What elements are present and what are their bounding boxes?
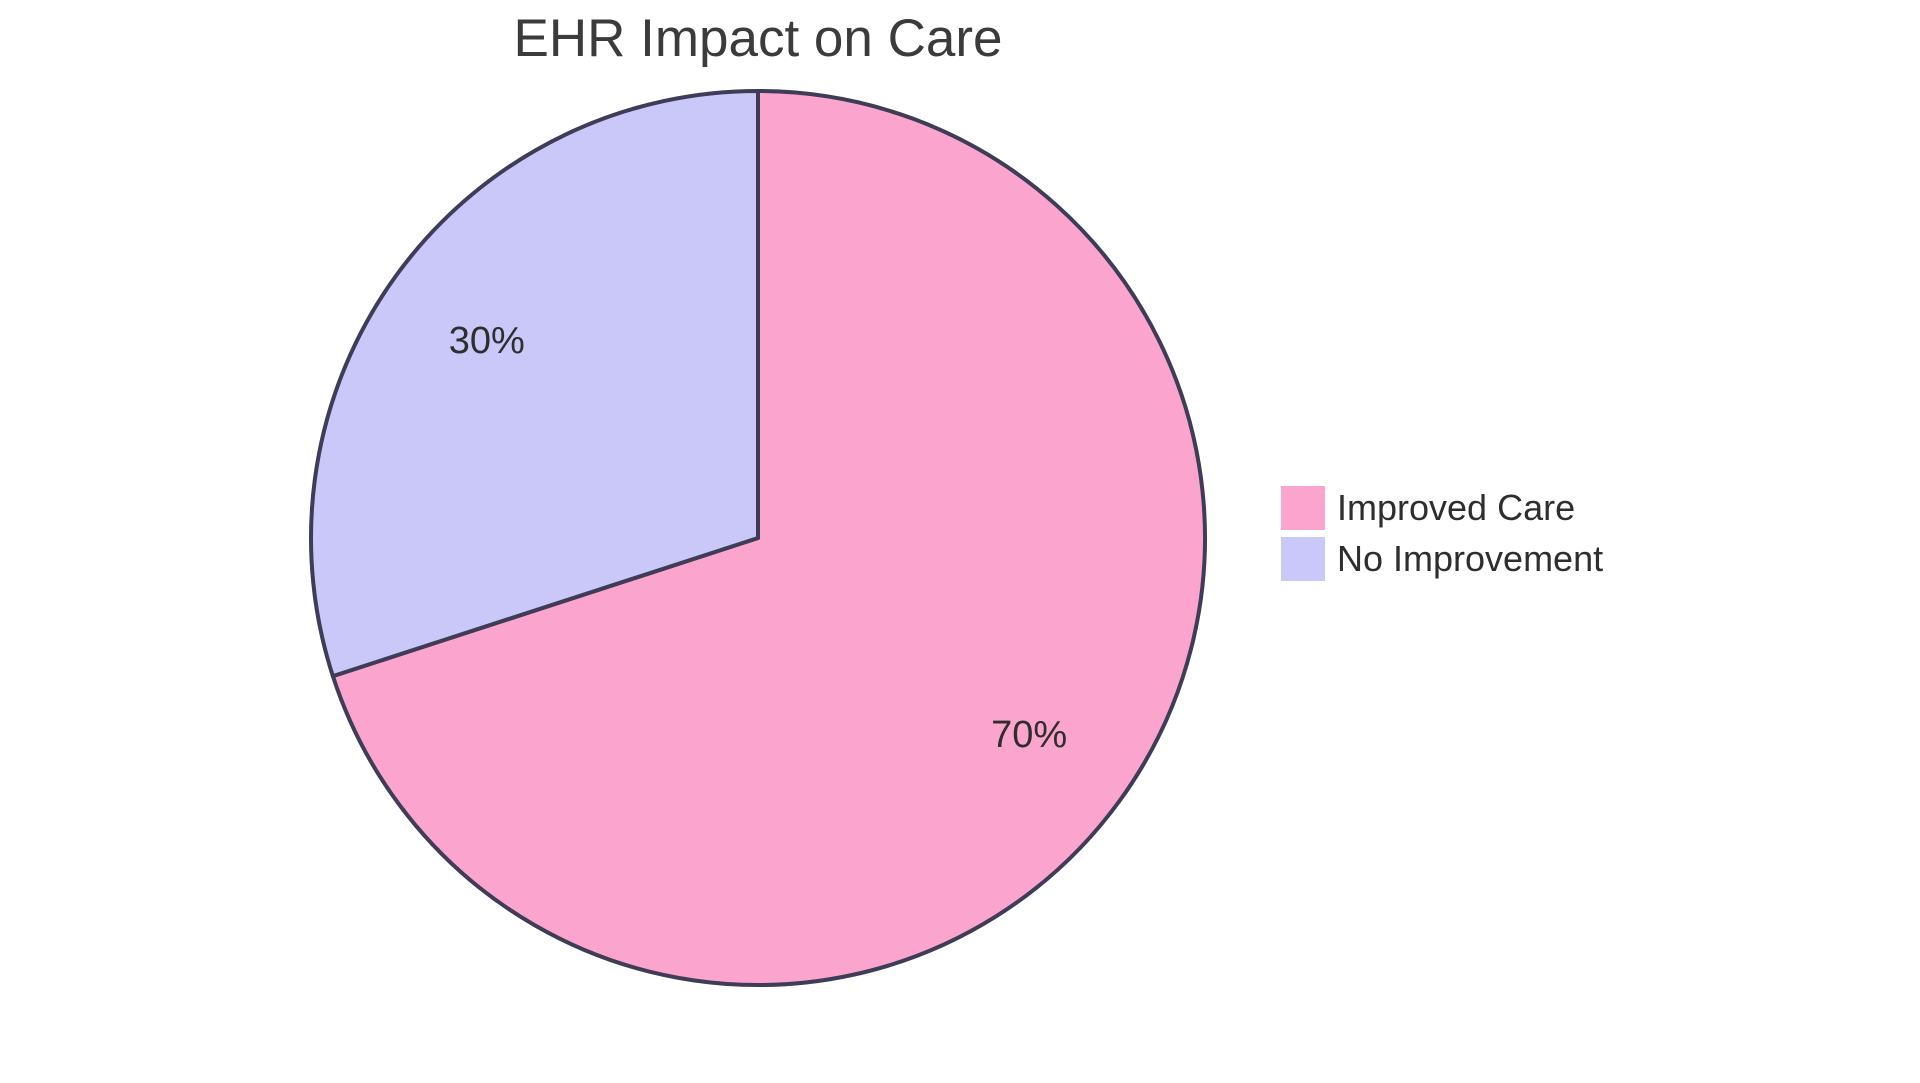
pie-slice-no-improvement[interactable]	[309, 89, 760, 679]
legend-label-improved-care: Improved Care	[1337, 487, 1576, 528]
legend-item-no-improvement[interactable]: No Improvement	[1281, 537, 1603, 581]
pie-slice-improved-care[interactable]	[330, 89, 1208, 987]
legend: Improved Care No Improvement	[1281, 486, 1603, 588]
chart-title: EHR Impact on Care	[513, 9, 1003, 68]
slice-label: 70%	[991, 714, 1067, 756]
legend-label-no-improvement: No Improvement	[1337, 538, 1604, 579]
legend-swatch-improved-care	[1281, 486, 1325, 530]
legend-swatch-no-improvement	[1281, 537, 1325, 581]
legend-item-improved-care[interactable]: Improved Care	[1281, 486, 1603, 530]
slice-label: 30%	[449, 320, 525, 362]
